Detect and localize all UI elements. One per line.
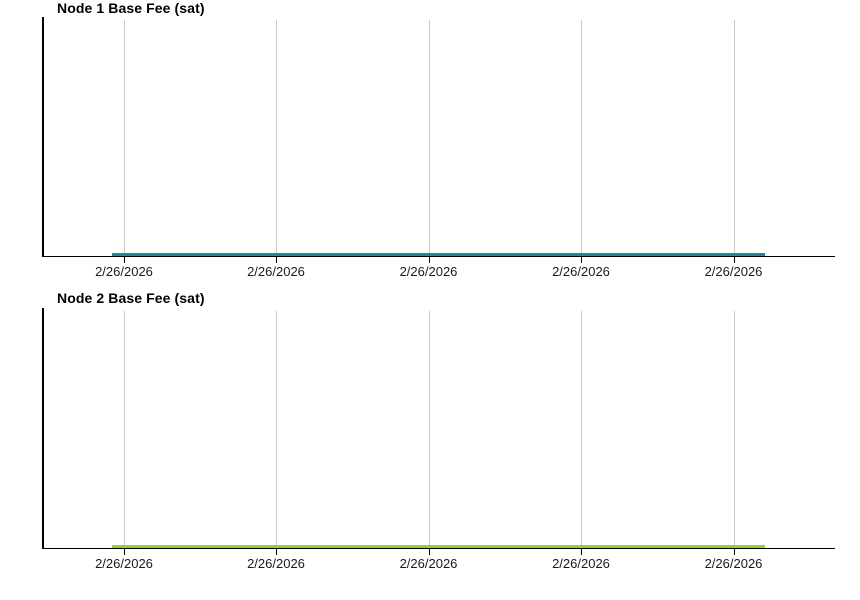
x-tick-label: 2/26/2026 bbox=[399, 264, 458, 279]
chart-title: Node 1 Base Fee (sat) bbox=[57, 0, 205, 16]
x-tick-mark bbox=[428, 549, 430, 555]
gridline bbox=[428, 311, 430, 548]
x-tick-mark bbox=[581, 257, 582, 263]
plot-area: 2/26/2026 2/26/2026 2/26/2026 2/26/2026 … bbox=[0, 0, 860, 290]
x-tick-mark bbox=[733, 257, 735, 263]
x-tick-label: 2/26/2026 bbox=[247, 556, 305, 571]
x-tick-label: 2/26/2026 bbox=[704, 264, 763, 279]
x-tick-mark bbox=[123, 257, 125, 263]
y-axis-line bbox=[42, 17, 44, 257]
x-tick-label: 2/26/2026 bbox=[95, 556, 153, 571]
x-tick-mark bbox=[733, 549, 735, 555]
x-tick-label: 2/26/2026 bbox=[95, 264, 153, 279]
x-tick-mark bbox=[428, 257, 430, 263]
x-tick-label: 2/26/2026 bbox=[552, 556, 610, 571]
chart-node1-base-fee: Node 1 Base Fee (sat) 2/26/2026 2/26/202… bbox=[0, 0, 860, 290]
gridline bbox=[276, 311, 277, 548]
gridline bbox=[123, 20, 125, 256]
x-tick-mark bbox=[276, 257, 277, 263]
node1-base-fee-series-line bbox=[112, 253, 765, 256]
x-tick-mark bbox=[581, 549, 582, 555]
x-tick-label: 2/26/2026 bbox=[704, 556, 763, 571]
gridline bbox=[581, 20, 582, 256]
x-axis-line bbox=[42, 255, 835, 257]
plot-area: 2/26/2026 2/26/2026 2/26/2026 2/26/2026 … bbox=[0, 290, 860, 600]
chart-title: Node 2 Base Fee (sat) bbox=[57, 290, 205, 306]
gridline bbox=[276, 20, 277, 256]
gridline bbox=[733, 20, 735, 256]
gridline bbox=[581, 311, 582, 548]
x-tick-label: 2/26/2026 bbox=[552, 264, 610, 279]
x-tick-mark bbox=[276, 549, 277, 555]
x-tick-mark bbox=[123, 549, 125, 555]
node2-base-fee-series-line bbox=[112, 545, 765, 548]
gridline bbox=[123, 311, 125, 548]
x-tick-label: 2/26/2026 bbox=[399, 556, 458, 571]
x-axis-line bbox=[42, 547, 835, 549]
chart-node2-base-fee: Node 2 Base Fee (sat) 2/26/2026 2/26/202… bbox=[0, 290, 860, 600]
gridline bbox=[428, 20, 430, 256]
x-tick-label: 2/26/2026 bbox=[247, 264, 305, 279]
y-axis-line bbox=[42, 308, 44, 549]
gridline bbox=[733, 311, 735, 548]
